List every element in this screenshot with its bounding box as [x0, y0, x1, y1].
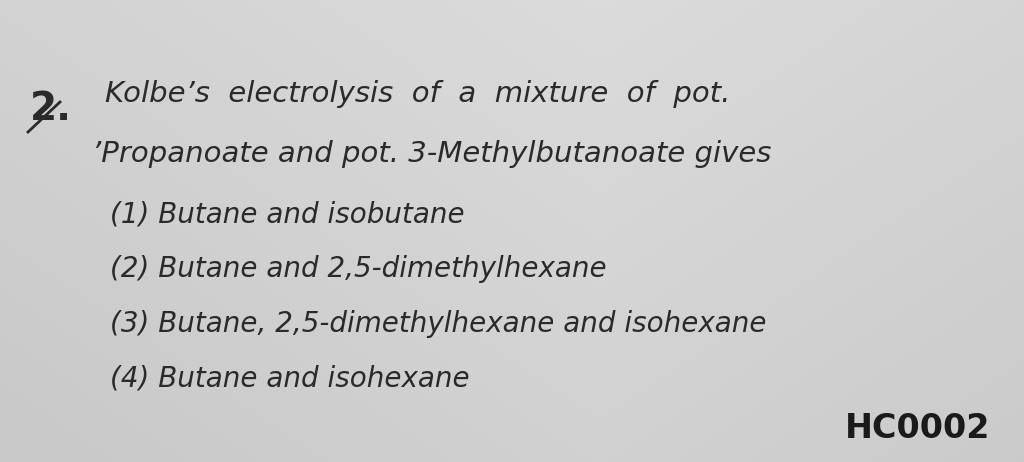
Text: 2.: 2.	[30, 90, 72, 128]
Text: HC0002: HC0002	[845, 412, 990, 445]
Text: (3) Butane, 2,5-dimethylhexane and isohexane: (3) Butane, 2,5-dimethylhexane and isohe…	[110, 310, 767, 338]
Text: ’Propanoate and pot. 3-Methylbutanoate gives: ’Propanoate and pot. 3-Methylbutanoate g…	[92, 140, 771, 168]
Text: (1) Butane and isobutane: (1) Butane and isobutane	[110, 200, 465, 228]
Text: Kolbe’s  electrolysis  of  a  mixture  of  pot.: Kolbe’s electrolysis of a mixture of pot…	[105, 80, 730, 108]
Text: (4) Butane and isohexane: (4) Butane and isohexane	[110, 365, 470, 393]
Text: (2) Butane and 2,5-dimethylhexane: (2) Butane and 2,5-dimethylhexane	[110, 255, 606, 283]
